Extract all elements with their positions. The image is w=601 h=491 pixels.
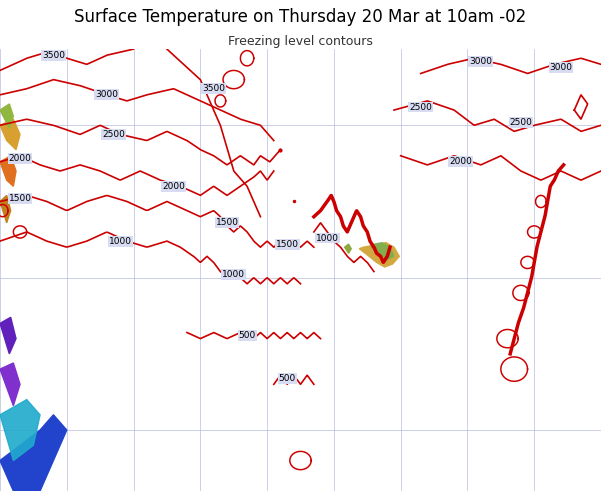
Polygon shape [344, 244, 351, 253]
Text: 3500: 3500 [202, 84, 225, 93]
Text: 3000: 3000 [469, 57, 492, 66]
Text: 2500: 2500 [409, 103, 432, 111]
Text: 2000: 2000 [162, 182, 185, 191]
Polygon shape [0, 363, 20, 406]
Polygon shape [0, 400, 40, 461]
Text: 2000: 2000 [450, 157, 472, 166]
Polygon shape [0, 195, 11, 223]
Text: Freezing level contours: Freezing level contours [228, 35, 373, 48]
Text: 1500: 1500 [216, 218, 239, 227]
Polygon shape [0, 415, 67, 491]
Text: 1500: 1500 [276, 240, 299, 248]
Text: 1000: 1000 [316, 234, 339, 243]
Text: 3000: 3000 [549, 63, 572, 72]
Text: 1500: 1500 [8, 194, 31, 203]
Text: 500: 500 [239, 331, 255, 340]
Polygon shape [0, 119, 20, 150]
Text: 1000: 1000 [109, 237, 132, 246]
Polygon shape [0, 317, 16, 354]
Text: 2500: 2500 [510, 118, 532, 127]
Text: 2500: 2500 [102, 130, 125, 139]
Text: 500: 500 [278, 374, 296, 383]
Text: 3500: 3500 [42, 51, 65, 60]
Text: Surface Temperature on Thursday 20 Mar at 10am -02: Surface Temperature on Thursday 20 Mar a… [75, 8, 526, 26]
Polygon shape [0, 156, 16, 186]
Text: 2000: 2000 [8, 154, 31, 164]
Polygon shape [0, 104, 13, 128]
Text: 3000: 3000 [96, 90, 118, 99]
Polygon shape [371, 243, 394, 259]
Polygon shape [359, 243, 399, 267]
Text: 1000: 1000 [222, 270, 245, 279]
